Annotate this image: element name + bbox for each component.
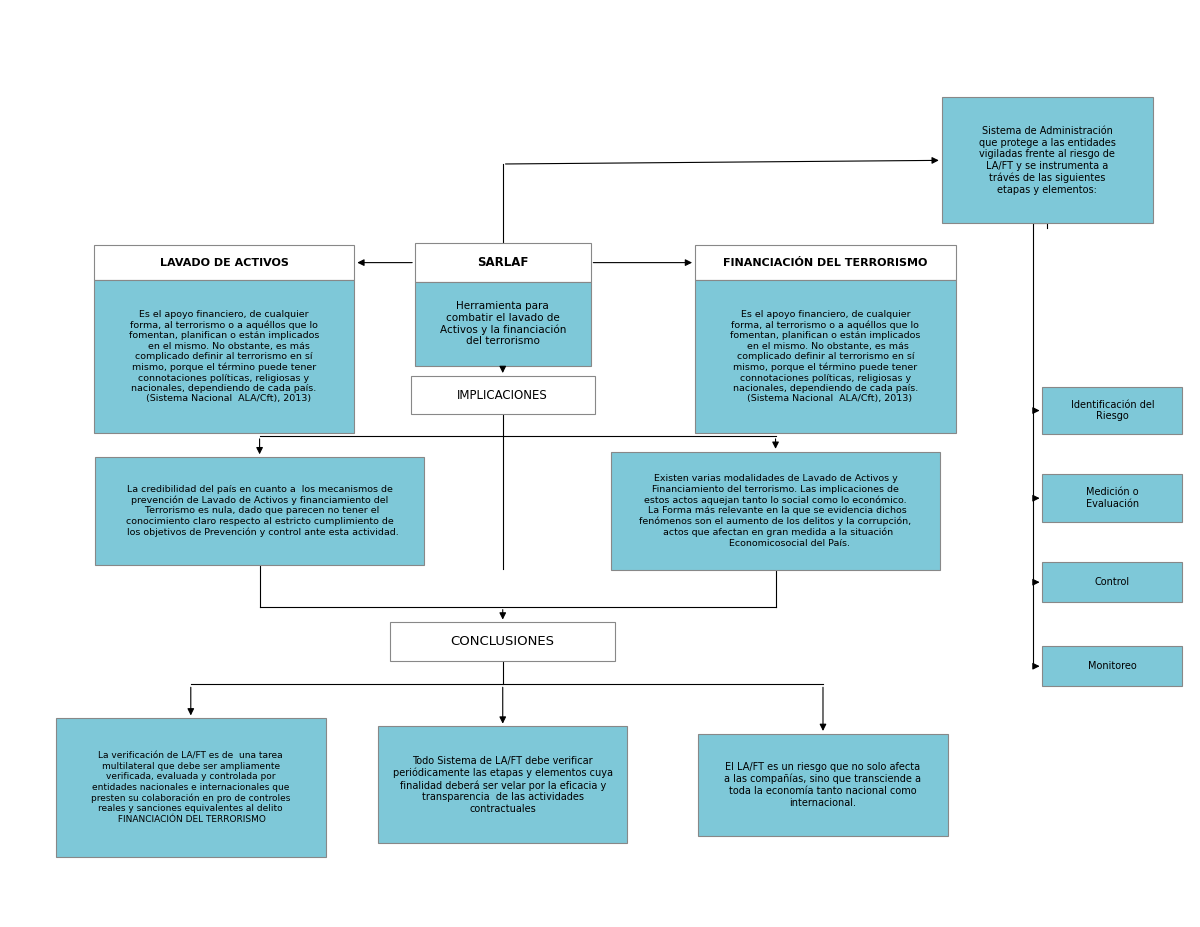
Text: Identificación del
Riesgo: Identificación del Riesgo: [1070, 400, 1154, 422]
FancyBboxPatch shape: [390, 622, 616, 661]
Text: Monitoreo: Monitoreo: [1088, 661, 1136, 671]
Text: La credibilidad del país en cuanto a  los mecanismos de
prevención de Lavado de : La credibilidad del país en cuanto a los…: [121, 485, 398, 537]
FancyBboxPatch shape: [410, 375, 595, 414]
Text: IMPLICACIONES: IMPLICACIONES: [457, 388, 548, 401]
FancyBboxPatch shape: [695, 246, 956, 280]
Text: La verificación de LA/FT es de  una tarea
multilateral que debe ser ampliamente
: La verificación de LA/FT es de una tarea…: [91, 752, 290, 824]
Text: Existen varias modalidades de Lavado de Activos y
Financiamiento del terrorismo.: Existen varias modalidades de Lavado de …: [640, 475, 912, 548]
Text: LAVADO DE ACTIVOS: LAVADO DE ACTIVOS: [160, 258, 288, 268]
Text: SARLAF: SARLAF: [478, 256, 528, 269]
Text: Control: Control: [1094, 578, 1130, 587]
FancyBboxPatch shape: [1043, 646, 1182, 686]
FancyBboxPatch shape: [415, 282, 590, 366]
Text: CONCLUSIONES: CONCLUSIONES: [451, 635, 554, 648]
Text: Herramienta para
combatir el lavado de
Activos y la financiación
del terrorismo: Herramienta para combatir el lavado de A…: [439, 301, 566, 347]
FancyBboxPatch shape: [698, 734, 948, 836]
Text: El LA/FT es un riesgo que no solo afecta
a las compañías, sino que transciende a: El LA/FT es un riesgo que no solo afecta…: [725, 762, 922, 807]
FancyBboxPatch shape: [1043, 475, 1182, 522]
Text: Medición o
Evaluación: Medición o Evaluación: [1086, 488, 1139, 509]
Text: Todo Sistema de LA/FT debe verificar
periódicamente las etapas y elementos cuya
: Todo Sistema de LA/FT debe verificar per…: [392, 756, 613, 814]
FancyBboxPatch shape: [55, 718, 326, 857]
FancyBboxPatch shape: [611, 451, 941, 570]
FancyBboxPatch shape: [415, 244, 590, 282]
FancyBboxPatch shape: [1043, 387, 1182, 434]
FancyBboxPatch shape: [94, 280, 354, 433]
FancyBboxPatch shape: [95, 457, 425, 565]
FancyBboxPatch shape: [94, 246, 354, 280]
FancyBboxPatch shape: [942, 97, 1153, 223]
Text: Es el apoyo financiero, de cualquier
forma, al terrorismo o a aquéllos que lo
fo: Es el apoyo financiero, de cualquier for…: [128, 310, 319, 403]
Text: Sistema de Administración
que protege a las entidades
vigiladas frente al riesgo: Sistema de Administración que protege a …: [979, 126, 1116, 195]
Text: Es el apoyo financiero, de cualquier
forma, al terrorismo o a aquéllos que lo
fo: Es el apoyo financiero, de cualquier for…: [730, 310, 920, 403]
FancyBboxPatch shape: [1043, 562, 1182, 603]
Text: FINANCIACIÓN DEL TERRORISMO: FINANCIACIÓN DEL TERRORISMO: [724, 258, 928, 268]
FancyBboxPatch shape: [695, 280, 956, 433]
FancyBboxPatch shape: [378, 727, 628, 844]
